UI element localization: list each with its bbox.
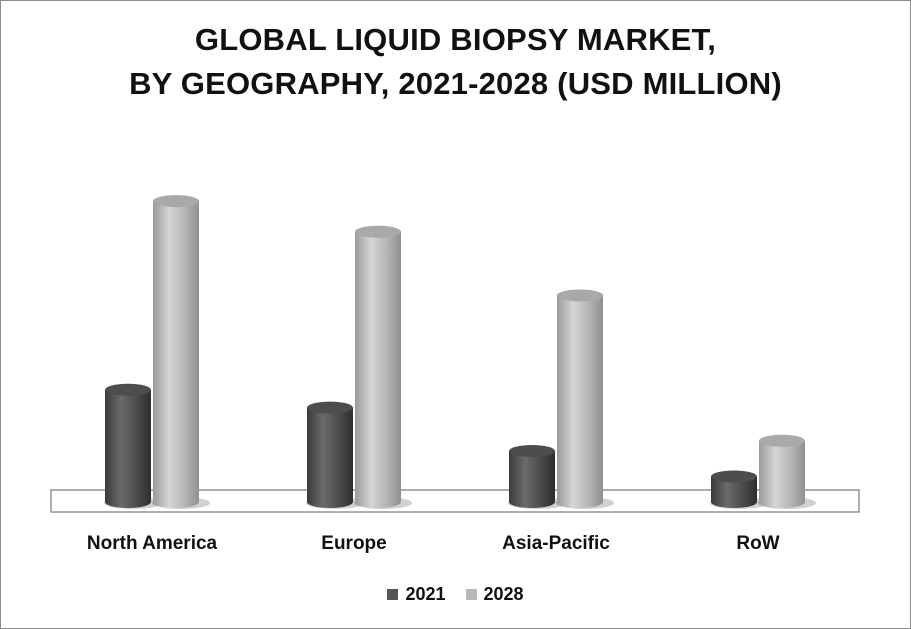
- bar-north-america-2028: [152, 195, 210, 509]
- legend-label-2028: 2028: [483, 584, 524, 604]
- bar-top-cap: [509, 445, 555, 457]
- bar-body: [557, 295, 603, 502]
- legend-label-2021: 2021: [405, 584, 446, 604]
- bar-top-cap: [557, 289, 603, 302]
- bar-row-2021: [710, 470, 768, 509]
- chart-title-line-2: BY GEOGRAPHY, 2021-2028 (USD MILLION): [129, 66, 782, 101]
- bar-europe-2021: [306, 401, 364, 509]
- legend-item-2028: 2028: [465, 584, 524, 605]
- legend-swatch-2021: [387, 589, 399, 600]
- chart-title-line-1: GLOBAL LIQUID BIOPSY MARKET,: [194, 22, 717, 57]
- bar-bottom: [711, 496, 757, 508]
- bar-bottom: [557, 496, 603, 508]
- bar-top-cap: [307, 401, 353, 414]
- bar-body: [355, 231, 401, 502]
- bar-top-cap: [711, 470, 757, 483]
- bar-bottom: [759, 496, 805, 508]
- legend-item-2021: 2021: [387, 584, 446, 605]
- bar-bottom: [153, 496, 199, 508]
- bar-bottom: [105, 496, 151, 508]
- bar-europe-2028: [354, 225, 412, 509]
- bar-top-cap: [355, 225, 401, 238]
- bar-north-america-2021: [104, 383, 162, 509]
- legend-swatch-2028: [465, 589, 477, 600]
- bar-asia-pacific-2021: [508, 445, 566, 509]
- category-label-north-america: North America: [87, 533, 218, 554]
- bar-bottom: [307, 496, 353, 508]
- bar-body: [509, 451, 555, 502]
- legend: 2021 2028: [0, 584, 911, 605]
- bar-row-2028: [758, 434, 816, 509]
- category-label-row: RoW: [736, 533, 779, 554]
- bar-body: [153, 201, 199, 502]
- bar-body: [307, 407, 353, 502]
- category-label-asia-pacific: Asia-Pacific: [502, 533, 610, 554]
- bar-bottom: [355, 496, 401, 508]
- bar-top-cap: [153, 195, 199, 208]
- bar-body: [759, 440, 805, 502]
- bar-top-cap: [105, 383, 151, 396]
- bar-asia-pacific-2028: [556, 289, 614, 509]
- bar-top-cap: [759, 434, 805, 447]
- category-label-europe: Europe: [321, 533, 386, 554]
- bar-bottom: [509, 496, 555, 508]
- chart-floor: [50, 489, 860, 513]
- bar-body: [105, 389, 151, 502]
